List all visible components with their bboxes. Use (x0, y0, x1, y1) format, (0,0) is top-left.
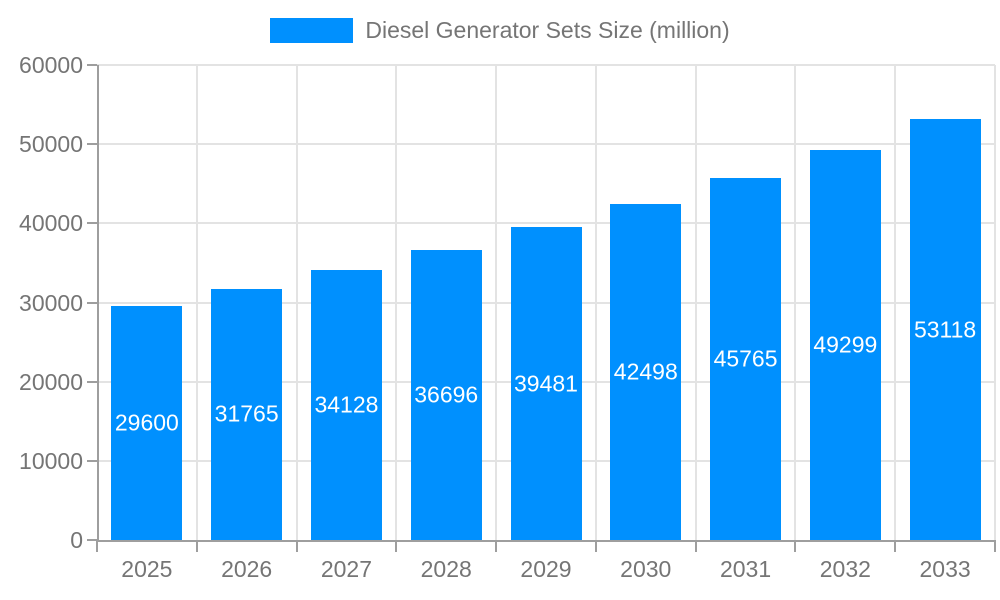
bar-value-label: 34128 (314, 391, 379, 418)
x-tick-5 (594, 540, 597, 552)
gridline-v-8 (894, 65, 897, 540)
x-tick-6 (694, 540, 697, 552)
x-tick-7 (794, 540, 797, 552)
x-tick-label-2030: 2030 (620, 556, 672, 582)
gridline-h-50000 (97, 143, 995, 146)
y-tick-30000 (87, 301, 97, 304)
x-axis-line (97, 540, 995, 542)
bar-value-label: 31765 (214, 400, 279, 427)
bar-value-label: 39481 (514, 370, 578, 397)
x-tick-label-2032: 2032 (819, 556, 871, 582)
y-tick-label-40000: 40000 (19, 210, 83, 237)
y-tick-50000 (87, 143, 97, 146)
legend-swatch (270, 18, 354, 43)
x-tick-1 (195, 540, 198, 552)
plot-area: 29600 31765 34128 36696 39481 42498 45765 49299… (97, 64, 996, 542)
x-tick-2 (295, 540, 298, 552)
gridline-h-40000 (97, 222, 995, 225)
bar-value-label: 49299 (813, 331, 878, 358)
gridline-v-3 (395, 65, 398, 540)
bar-value-label: 53118 (913, 316, 977, 343)
x-tick-4 (495, 540, 498, 552)
y-tick-20000 (87, 380, 97, 383)
bar-2030[interactable]: 42498 (610, 203, 682, 540)
x-tick-label-2029: 2029 (520, 556, 572, 582)
bar-value-label: 42498 (613, 358, 678, 385)
gridline-v-2 (295, 65, 298, 540)
bar-2027[interactable]: 34128 (310, 269, 382, 540)
gridline-v-5 (594, 65, 597, 540)
x-tick-3 (395, 540, 398, 552)
y-tick-10000 (87, 459, 97, 462)
x-tick-label-2031: 2031 (719, 556, 772, 582)
y-tick-label-60000: 60000 (19, 52, 83, 78)
x-tick-label-2025: 2025 (121, 556, 173, 582)
y-axis-line (97, 65, 99, 540)
bar-2029[interactable]: 39481 (510, 227, 582, 540)
y-tick-label-20000: 20000 (19, 368, 83, 395)
x-tick-0 (96, 540, 98, 552)
y-tick-label-50000: 50000 (19, 131, 83, 158)
y-tick-40000 (87, 222, 97, 225)
gridline-v-1 (195, 65, 198, 540)
bar-value-label: 29600 (114, 409, 179, 436)
y-tick-60000 (87, 64, 97, 66)
x-tick-label-2028: 2028 (420, 556, 472, 582)
x-tick-label-2027: 2027 (320, 556, 373, 582)
y-tick-label-0: 0 (70, 527, 83, 553)
gridline-v-4 (495, 65, 498, 540)
x-tick-label-2026: 2026 (221, 556, 273, 582)
legend-label: Diesel Generator Sets Size (million) (365, 17, 730, 43)
chart-legend[interactable]: Diesel Generator Sets Size (million) (0, 17, 1000, 44)
bar-2032[interactable]: 49299 (809, 149, 881, 540)
x-tick-9 (994, 540, 996, 552)
bar-value-label: 45765 (713, 345, 778, 372)
x-tick-8 (894, 540, 897, 552)
x-tick-label-2033: 2033 (919, 556, 971, 582)
bar-value-label: 36696 (414, 381, 479, 408)
bar-2033[interactable]: 53118 (909, 119, 981, 540)
bar-2028[interactable]: 36696 (410, 249, 482, 540)
y-tick-label-10000: 10000 (19, 447, 83, 474)
bar-2025[interactable]: 29600 (111, 305, 183, 540)
gridline-v-6 (694, 65, 697, 540)
gridline-v-9 (994, 65, 996, 540)
bar-2026[interactable]: 31765 (211, 288, 283, 540)
y-tick-label-30000: 30000 (19, 289, 83, 316)
bar-2031[interactable]: 45765 (710, 177, 782, 540)
gridline-v-7 (794, 65, 797, 540)
y-tick-0 (87, 539, 97, 541)
gridline-h-60000 (97, 64, 995, 66)
